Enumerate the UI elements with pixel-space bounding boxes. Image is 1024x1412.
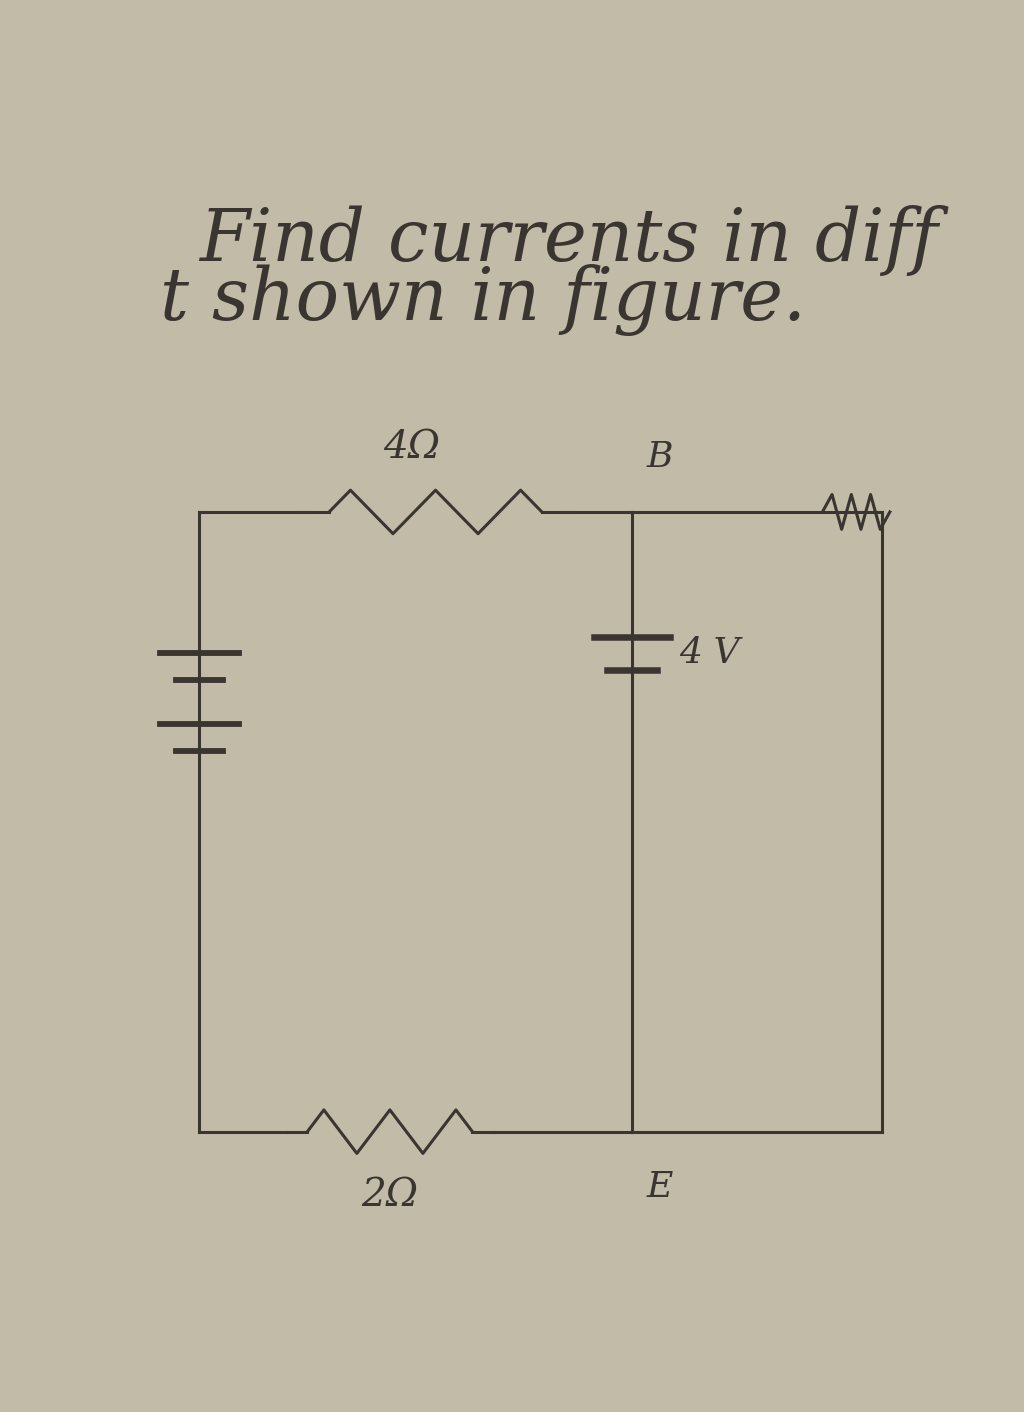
Text: Find currents in diff: Find currents in diff — [200, 205, 938, 275]
Text: E: E — [646, 1169, 673, 1203]
Text: 4 V: 4 V — [680, 637, 740, 671]
Text: 2Ω: 2Ω — [361, 1178, 419, 1214]
Text: B: B — [646, 441, 673, 474]
Text: 4Ω: 4Ω — [383, 429, 440, 466]
Text: t shown in figure.: t shown in figure. — [160, 264, 806, 336]
